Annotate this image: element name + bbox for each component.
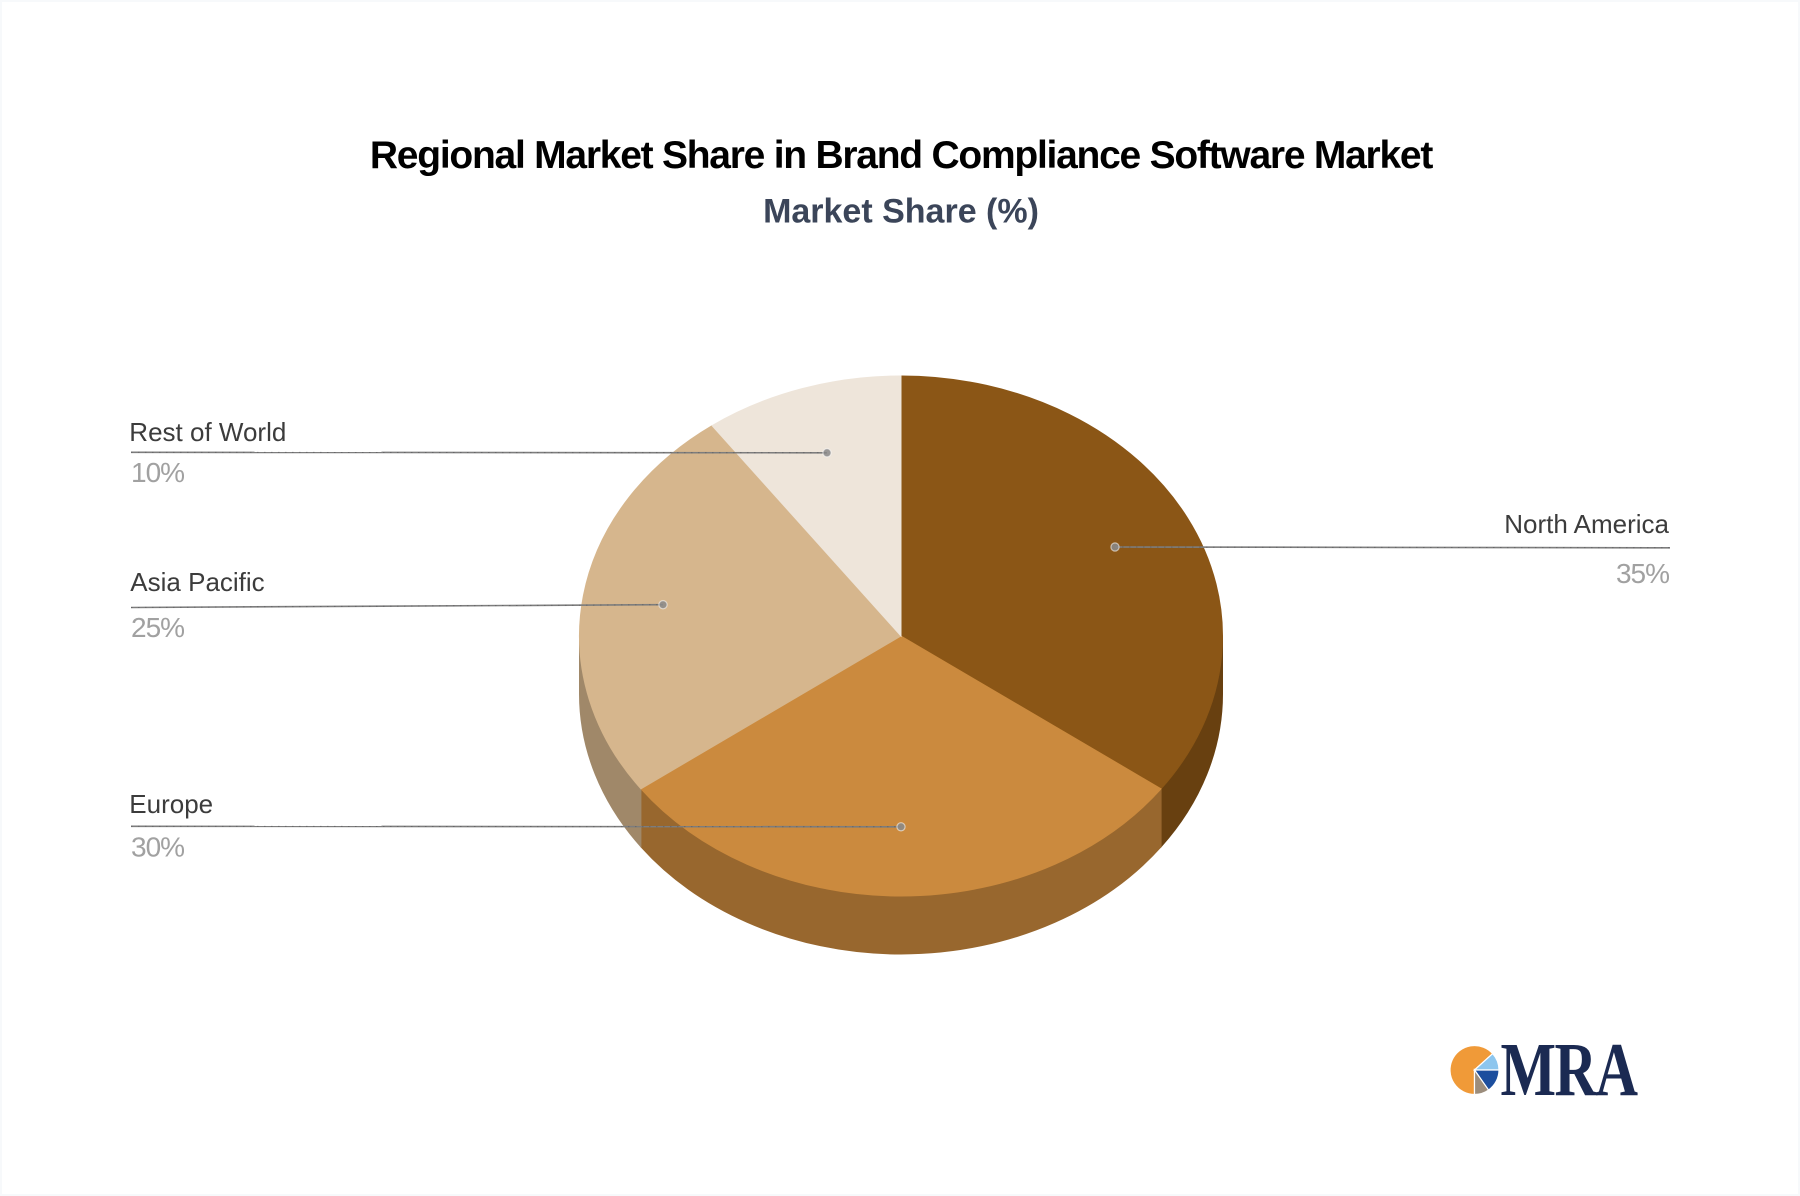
svg-text:Market Share (%): Market Share (%) <box>763 193 1039 231</box>
svg-text:25%: 25% <box>131 612 184 643</box>
svg-text:10%: 10% <box>131 457 184 488</box>
svg-text:35%: 35% <box>1616 558 1669 589</box>
svg-text:MRA: MRA <box>1501 1027 1638 1112</box>
svg-text:Asia Pacific: Asia Pacific <box>130 567 264 597</box>
svg-text:North America: North America <box>1504 509 1669 539</box>
svg-text:Rest of World: Rest of World <box>129 417 286 447</box>
svg-text:30%: 30% <box>131 831 184 862</box>
svg-text:Regional Market Share in Brand: Regional Market Share in Brand Complianc… <box>370 134 1433 177</box>
svg-text:Europe: Europe <box>129 789 213 819</box>
